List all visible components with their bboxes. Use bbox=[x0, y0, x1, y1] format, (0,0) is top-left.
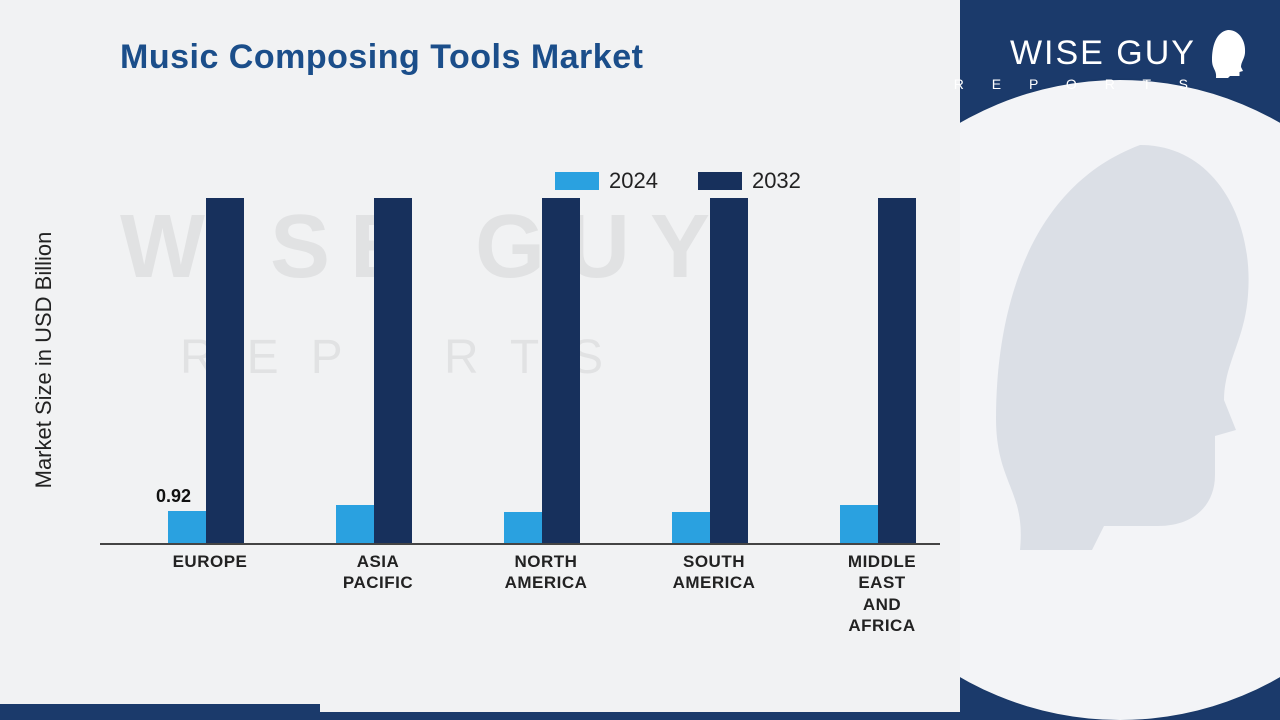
x-axis-baseline bbox=[100, 543, 940, 545]
bar-2024 bbox=[336, 505, 374, 543]
plot-area: 0.92EUROPEASIAPACIFICNORTHAMERICASOUTHAM… bbox=[100, 200, 940, 545]
brand-main-text: WISE GUY bbox=[1010, 34, 1196, 73]
chart-title: Music Composing Tools Market bbox=[120, 38, 643, 77]
brand-main: WISE GUY bbox=[954, 28, 1248, 78]
category-label: ASIAPACIFIC bbox=[298, 551, 458, 594]
bar-2024 bbox=[840, 505, 878, 543]
legend-swatch-2024 bbox=[555, 172, 599, 190]
category-label: NORTHAMERICA bbox=[466, 551, 626, 594]
legend-item-2024: 2024 bbox=[555, 168, 658, 194]
bar-2032 bbox=[542, 198, 580, 543]
bar-value-label: 0.92 bbox=[156, 486, 191, 507]
bar-2032 bbox=[374, 198, 412, 543]
category-label: SOUTHAMERICA bbox=[634, 551, 794, 594]
legend-item-2032: 2032 bbox=[698, 168, 801, 194]
bar-2024 bbox=[168, 511, 206, 543]
category-label: MIDDLEEASTANDAFRICA bbox=[802, 551, 962, 636]
category-label: EUROPE bbox=[130, 551, 290, 572]
bar-2032 bbox=[206, 198, 244, 543]
legend-label-2032: 2032 bbox=[752, 168, 801, 194]
bar-2024 bbox=[504, 512, 542, 543]
decorative-head-silhouette bbox=[960, 130, 1260, 550]
bar-2024 bbox=[672, 512, 710, 543]
brand-head-icon bbox=[1204, 28, 1248, 78]
brand-sub-text: R E P O R T S bbox=[954, 76, 1248, 92]
bottom-accent-strip bbox=[0, 704, 320, 712]
chart-panel: WISE GUY REPORTS Music Composing Tools M… bbox=[0, 0, 960, 712]
legend-label-2024: 2024 bbox=[609, 168, 658, 194]
legend-swatch-2032 bbox=[698, 172, 742, 190]
legend: 2024 2032 bbox=[555, 168, 801, 194]
bar-2032 bbox=[878, 198, 916, 543]
brand-block: WISE GUY R E P O R T S bbox=[954, 28, 1248, 92]
y-axis-label: Market Size in USD Billion bbox=[31, 232, 57, 489]
bar-2032 bbox=[710, 198, 748, 543]
